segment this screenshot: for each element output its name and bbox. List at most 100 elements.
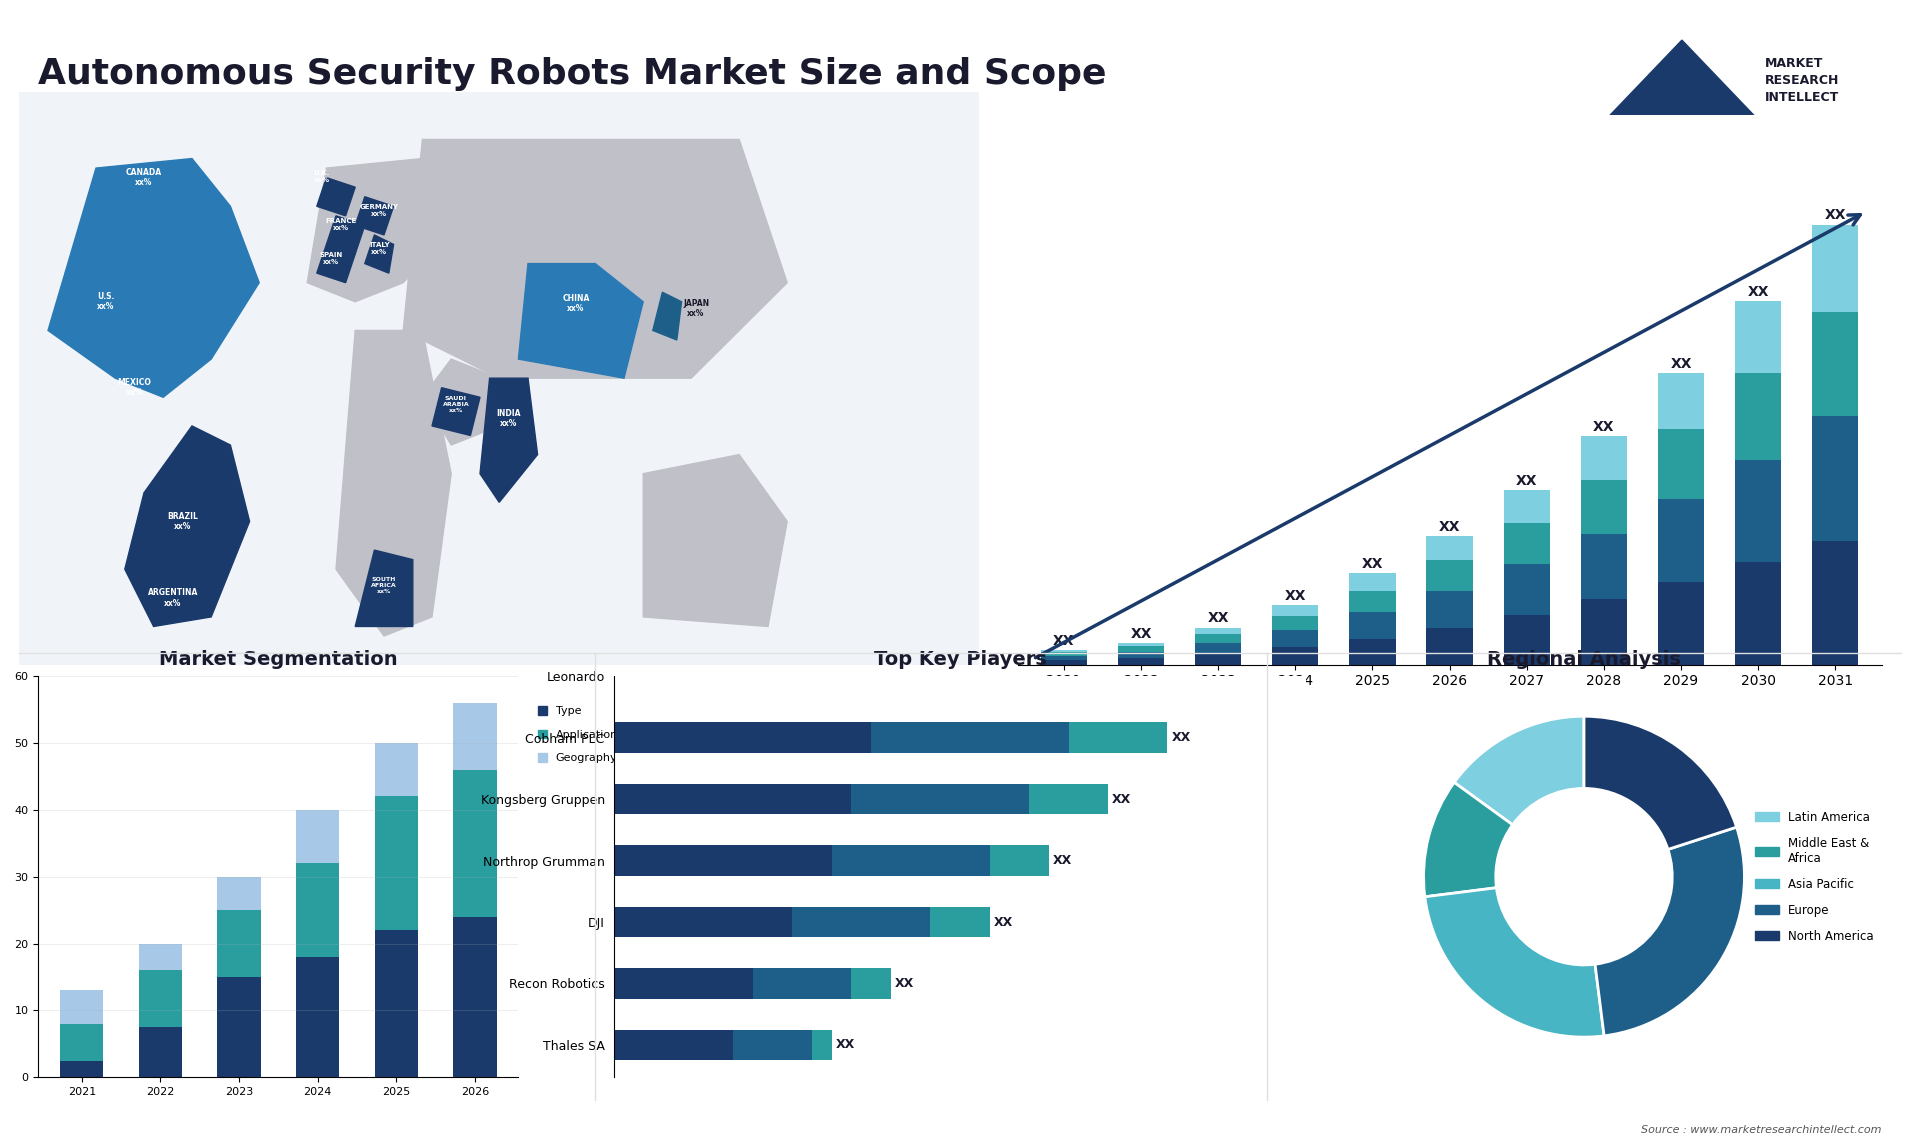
Bar [217,976,261,1077]
Bar [1657,582,1705,665]
Text: XX: XX [1171,731,1190,744]
Bar [1350,638,1396,665]
Polygon shape [480,378,538,502]
Bar [1041,656,1087,660]
Bar [1194,634,1242,643]
Text: U.K.
xx%: U.K. xx% [313,171,330,183]
Bar [851,784,1029,815]
Bar [1580,599,1626,665]
Text: SOUTH
AFRICA
xx%: SOUTH AFRICA xx% [371,578,397,594]
Bar [453,770,497,917]
Text: ITALY
xx%: ITALY xx% [369,242,390,256]
Text: ARGENTINA
xx%: ARGENTINA xx% [148,588,198,607]
Text: SAUDI
ARABIA
xx%: SAUDI ARABIA xx% [444,397,468,413]
Text: XX: XX [895,978,914,990]
Title: Market Segmentation: Market Segmentation [159,650,397,669]
Bar [1503,614,1549,665]
Bar [453,702,497,770]
Bar [1427,536,1473,560]
Polygon shape [317,178,355,215]
Bar [872,722,1069,753]
Bar [1657,430,1705,500]
Bar [1273,630,1319,647]
Text: XX: XX [1517,474,1538,488]
Bar [793,906,931,937]
Bar [1580,479,1626,534]
Bar [1427,590,1473,628]
Bar [1041,652,1087,656]
Bar [296,957,340,1077]
Bar [1350,590,1396,612]
Bar [1503,565,1549,614]
Polygon shape [307,158,451,301]
Bar [1117,652,1164,658]
Bar [60,1060,104,1077]
Polygon shape [125,426,250,627]
Bar [217,877,261,910]
Bar [1069,722,1167,753]
Bar [614,846,831,876]
Wedge shape [1423,783,1513,897]
Text: XX: XX [1131,627,1152,641]
Bar [1350,573,1396,590]
Bar [374,743,419,796]
Bar [931,906,989,937]
Bar [831,846,989,876]
Wedge shape [1453,716,1584,825]
Bar [1194,653,1242,665]
Polygon shape [643,455,787,627]
Text: XX: XX [1438,520,1461,534]
Text: XX: XX [1284,589,1306,603]
Bar [1350,612,1396,638]
Bar [138,971,182,1027]
Bar [1273,615,1319,630]
Bar [138,1027,182,1077]
Legend: Type, Application, Geography: Type, Application, Geography [534,701,622,768]
Polygon shape [336,330,451,636]
Bar [1503,490,1549,523]
Text: CANADA
xx%: CANADA xx% [127,168,161,187]
FancyBboxPatch shape [19,92,979,665]
Bar [1503,523,1549,565]
Bar [60,1023,104,1060]
Bar [374,931,419,1077]
Text: MARKET
RESEARCH
INTELLECT: MARKET RESEARCH INTELLECT [1764,56,1839,104]
Bar [614,1029,733,1060]
Text: BRAZIL
xx%: BRAZIL xx% [167,512,198,531]
Bar [851,968,891,999]
Bar [1041,650,1087,652]
Bar [1427,628,1473,665]
Bar [1194,628,1242,634]
Bar [296,863,340,957]
Text: U.S.
xx%: U.S. xx% [96,292,115,312]
Bar [1117,646,1164,652]
Title: Top Key Players: Top Key Players [874,650,1046,669]
Text: MEXICO
xx%: MEXICO xx% [117,378,152,398]
Bar [1194,643,1242,653]
Text: XX: XX [1208,612,1229,626]
Polygon shape [355,197,394,235]
Polygon shape [365,235,394,273]
Bar [453,917,497,1077]
Polygon shape [48,158,259,398]
Bar [753,968,851,999]
Bar [60,990,104,1023]
Legend: Latin America, Middle East &
Africa, Asia Pacific, Europe, North America: Latin America, Middle East & Africa, Asi… [1751,806,1878,948]
Bar [1273,605,1319,615]
Bar [1580,534,1626,599]
Text: XX: XX [835,1038,854,1052]
Wedge shape [1425,888,1603,1037]
Polygon shape [317,244,355,283]
Bar [1812,312,1859,416]
Polygon shape [432,387,480,435]
Bar [296,810,340,863]
Bar [1029,784,1108,815]
Polygon shape [355,550,413,627]
Text: XX: XX [993,916,1014,928]
Bar [374,796,419,931]
Text: GERMANY
xx%: GERMANY xx% [359,204,399,217]
Text: XX: XX [1361,557,1382,571]
Bar [989,846,1048,876]
Bar [1657,500,1705,582]
Bar [1117,658,1164,665]
